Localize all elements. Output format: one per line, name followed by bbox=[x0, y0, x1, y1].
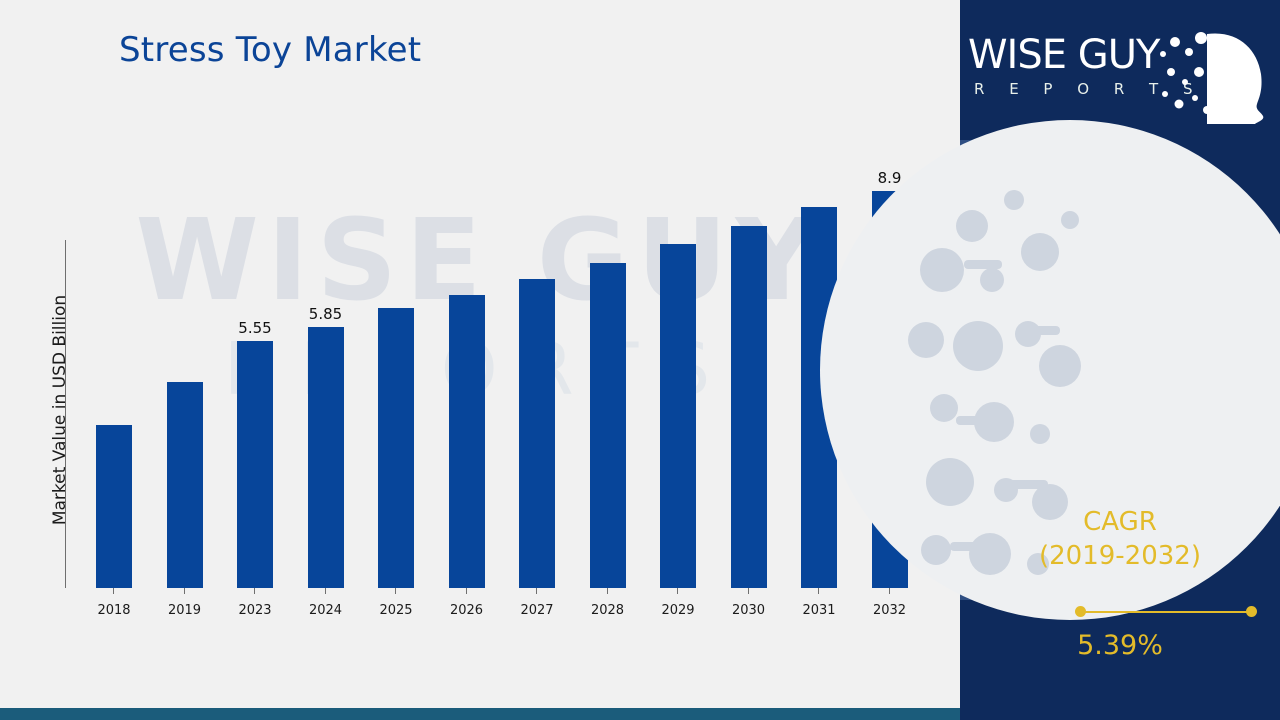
x-axis-tick-label: 2025 bbox=[379, 603, 413, 618]
divider-dot-left bbox=[1075, 606, 1086, 617]
x-axis-tick bbox=[465, 588, 467, 594]
x-axis-tick bbox=[677, 588, 678, 594]
bar bbox=[589, 263, 626, 588]
x-axis-tick-label: 2028 bbox=[590, 603, 625, 618]
bar-group: 2028 bbox=[578, 160, 638, 618]
brand-logo[interactable]: WISE GUY R E P O R T S bbox=[960, 28, 1280, 124]
x-axis-tick bbox=[606, 588, 608, 594]
cagr-value: 5.39% bbox=[1077, 630, 1163, 661]
x-axis-tick-label: 2026 bbox=[449, 603, 484, 618]
bar-group: 2025 bbox=[366, 160, 426, 618]
bar-group: 2018 bbox=[84, 160, 144, 618]
bar-group: 2019 bbox=[155, 160, 215, 618]
bar bbox=[871, 191, 908, 588]
bar-group: 8.9 2032 bbox=[860, 160, 920, 618]
brand-logo-subtitle: R E P O R T S bbox=[974, 80, 1203, 98]
x-axis-tick-label: 2030 bbox=[731, 603, 766, 618]
bar-value-label: 5.85 bbox=[308, 305, 343, 323]
bar-group: 5.55 2023 bbox=[225, 160, 285, 618]
bar-group: 2029 bbox=[648, 160, 708, 618]
cagr-period: (2019-2032) bbox=[1038, 541, 1201, 571]
x-axis-tick bbox=[818, 588, 819, 594]
x-axis-tick-label: 2024 bbox=[308, 603, 343, 618]
cagr-divider bbox=[1075, 606, 1257, 618]
bar bbox=[801, 207, 837, 588]
x-axis-tick bbox=[324, 588, 326, 594]
page-title: Stress Toy Market bbox=[119, 30, 422, 70]
brand-logo-wordmark: WISE GUY bbox=[968, 32, 1160, 78]
bar-group: 5.85 2024 bbox=[296, 160, 356, 618]
bar bbox=[378, 308, 414, 588]
x-axis-tick-label: 2018 bbox=[97, 603, 131, 618]
cagr-label: CAGR bbox=[1083, 507, 1157, 537]
bar-chart-plot: 2018 2019 5.55 2023 5.85 2024 2025 2026 2027 2028… bbox=[66, 160, 926, 618]
x-axis-tick bbox=[888, 588, 890, 594]
bar bbox=[730, 226, 767, 588]
brand-logo-head-icon bbox=[1145, 28, 1280, 128]
brand-panel: WISE GUY R E P O R T S bbox=[820, 0, 1280, 720]
bar bbox=[96, 425, 132, 588]
bar-value-label: 5.55 bbox=[238, 319, 272, 337]
bar-group: 2030 bbox=[719, 160, 779, 618]
bar-value-label: 8.9 bbox=[877, 169, 902, 187]
bottom-accent-strip bbox=[0, 708, 960, 720]
divider-rule bbox=[1081, 611, 1251, 613]
bar-group: 2026 bbox=[437, 160, 497, 618]
x-axis-tick bbox=[536, 588, 537, 594]
x-axis-tick-label: 2027 bbox=[520, 603, 554, 618]
bar bbox=[660, 244, 696, 588]
x-axis-tick-label: 2023 bbox=[238, 603, 272, 618]
x-axis-tick bbox=[747, 588, 749, 594]
bar bbox=[237, 341, 273, 588]
y-axis-line bbox=[65, 240, 66, 588]
x-axis-tick bbox=[113, 588, 114, 594]
x-axis-tick-label: 2031 bbox=[802, 603, 836, 618]
x-axis-tick-label: 2019 bbox=[167, 603, 202, 618]
bar bbox=[307, 327, 344, 588]
bar bbox=[166, 382, 203, 588]
x-axis-tick-label: 2029 bbox=[661, 603, 695, 618]
bar bbox=[519, 279, 555, 588]
cagr-block: CAGR (2019-2032) bbox=[960, 505, 1280, 573]
x-axis-tick bbox=[254, 588, 255, 594]
bar-group: 2031 bbox=[789, 160, 849, 618]
bar-group: 2027 bbox=[507, 160, 567, 618]
bar bbox=[448, 295, 485, 588]
x-axis-tick bbox=[183, 588, 185, 594]
x-axis-tick bbox=[395, 588, 396, 594]
x-axis-tick-label: 2032 bbox=[872, 603, 907, 618]
divider-dot-right bbox=[1246, 606, 1257, 617]
